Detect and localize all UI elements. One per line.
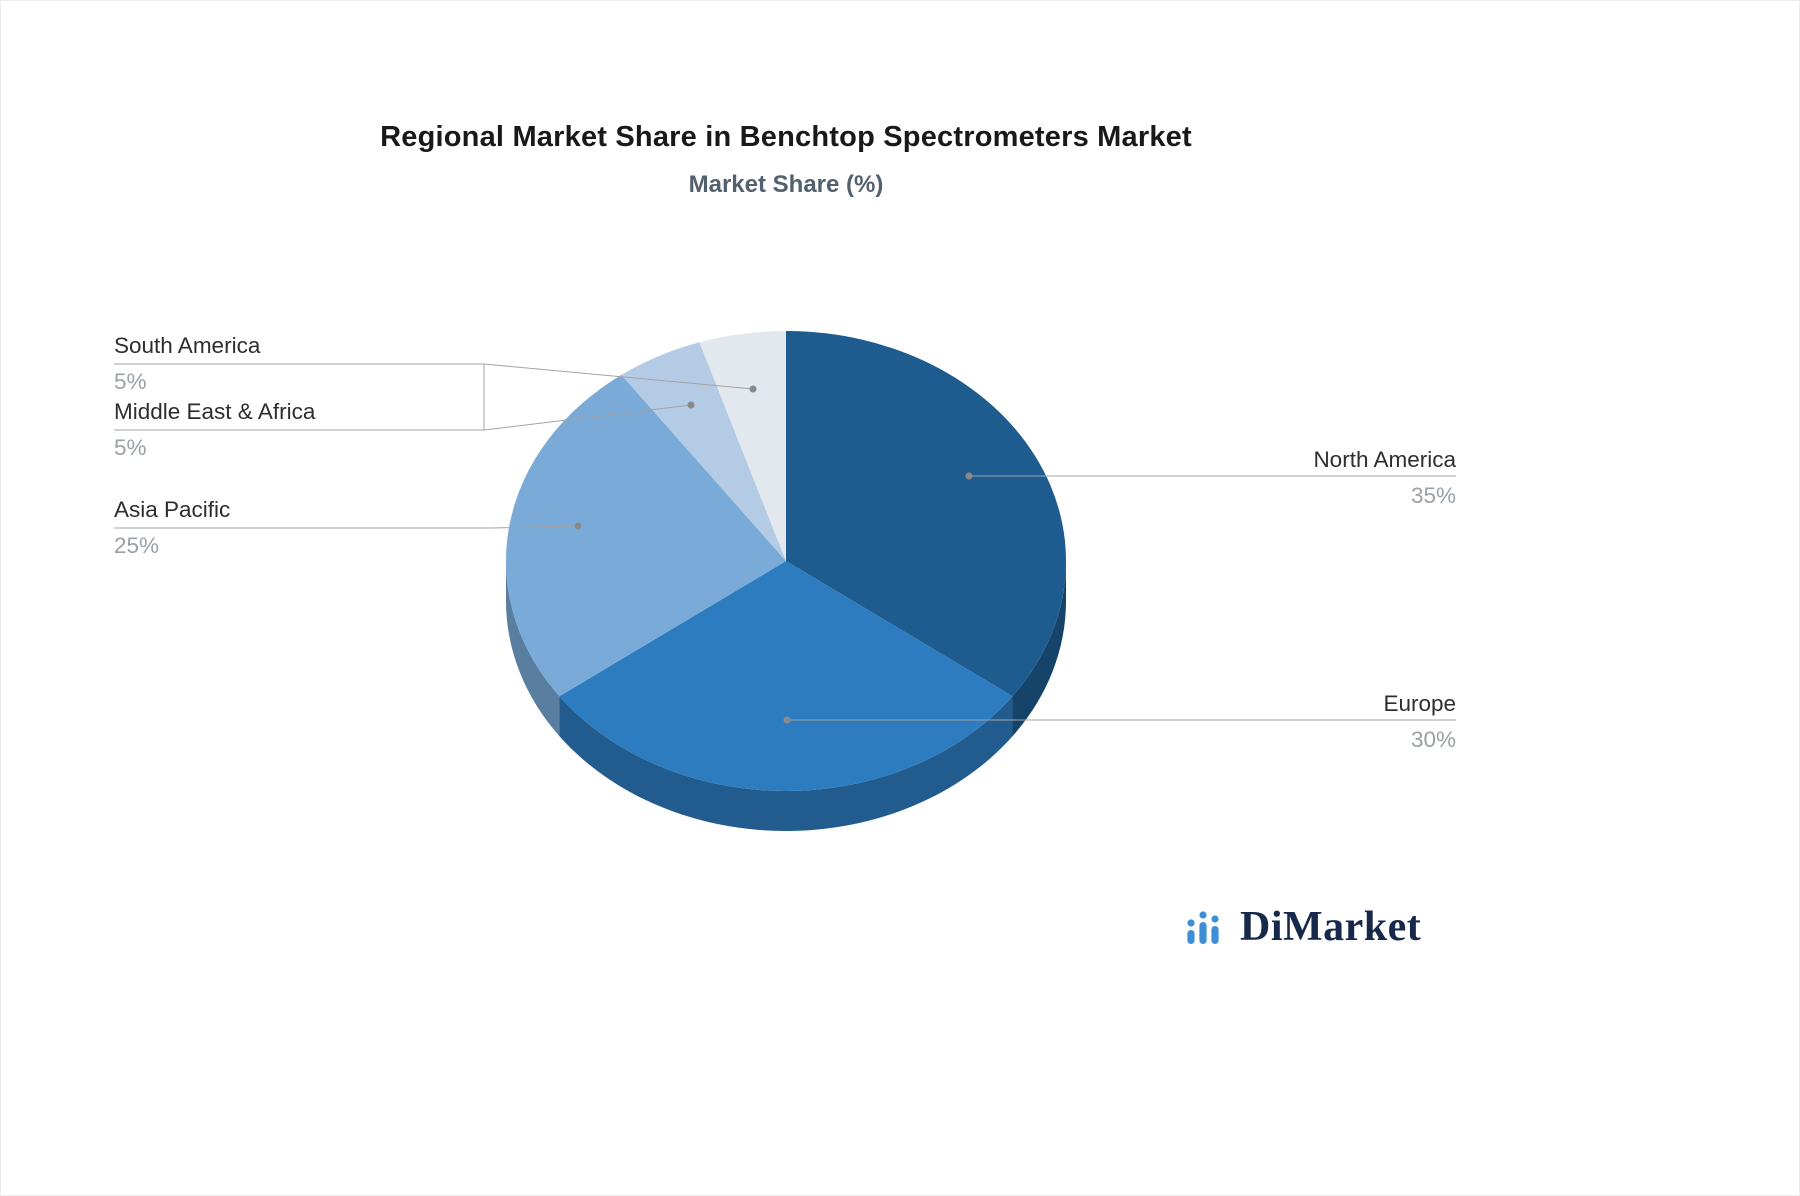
label-value-europe: 30%: [1411, 727, 1456, 752]
pie-slice-south-america[interactable]: [699, 331, 786, 561]
pie-slice-side-north-america: [1012, 561, 1066, 737]
dimarket-logo: DiMarket: [1184, 904, 1421, 948]
label-name-south-america: South America: [114, 333, 261, 358]
chart-subtitle: Market Share (%): [688, 171, 884, 198]
pie-slice-europe[interactable]: [559, 561, 1013, 791]
pie-slice-side-europe: [559, 696, 1013, 831]
pie-slice-middle-east-africa[interactable]: [621, 342, 786, 561]
label-name-middle-east-africa: Middle East & Africa: [114, 399, 316, 424]
connector-dot-south-america: [749, 385, 757, 393]
pie-slice-north-america[interactable]: [786, 331, 1066, 697]
label-value-north-america: 35%: [1411, 483, 1456, 508]
label-name-north-america: North America: [1313, 447, 1456, 472]
connector-south-america: [114, 363, 754, 390]
dimarket-logo-text: DiMarket: [1240, 904, 1422, 950]
label-value-middle-east-africa: 5%: [114, 435, 147, 460]
pie-slice-asia-pacific[interactable]: [506, 374, 786, 697]
connector-asia-pacific: [114, 525, 579, 529]
label-value-asia-pacific: 25%: [114, 533, 159, 558]
label-name-europe: Europe: [1383, 691, 1456, 716]
connector-dot-north-america: [965, 472, 973, 480]
connector-dot-middle-east-africa: [687, 401, 695, 409]
chart-title: Regional Market Share in Benchtop Spectr…: [380, 121, 1192, 153]
connector-dot-asia-pacific: [574, 522, 582, 530]
label-name-asia-pacific: Asia Pacific: [114, 497, 230, 522]
connector-middle-east-africa: [114, 404, 692, 431]
dimarket-logo-icon: [1187, 911, 1219, 944]
connector-dot-europe: [783, 716, 791, 724]
label-value-south-america: 5%: [114, 369, 147, 394]
pie-slice-side-asia-pacific: [506, 561, 560, 737]
